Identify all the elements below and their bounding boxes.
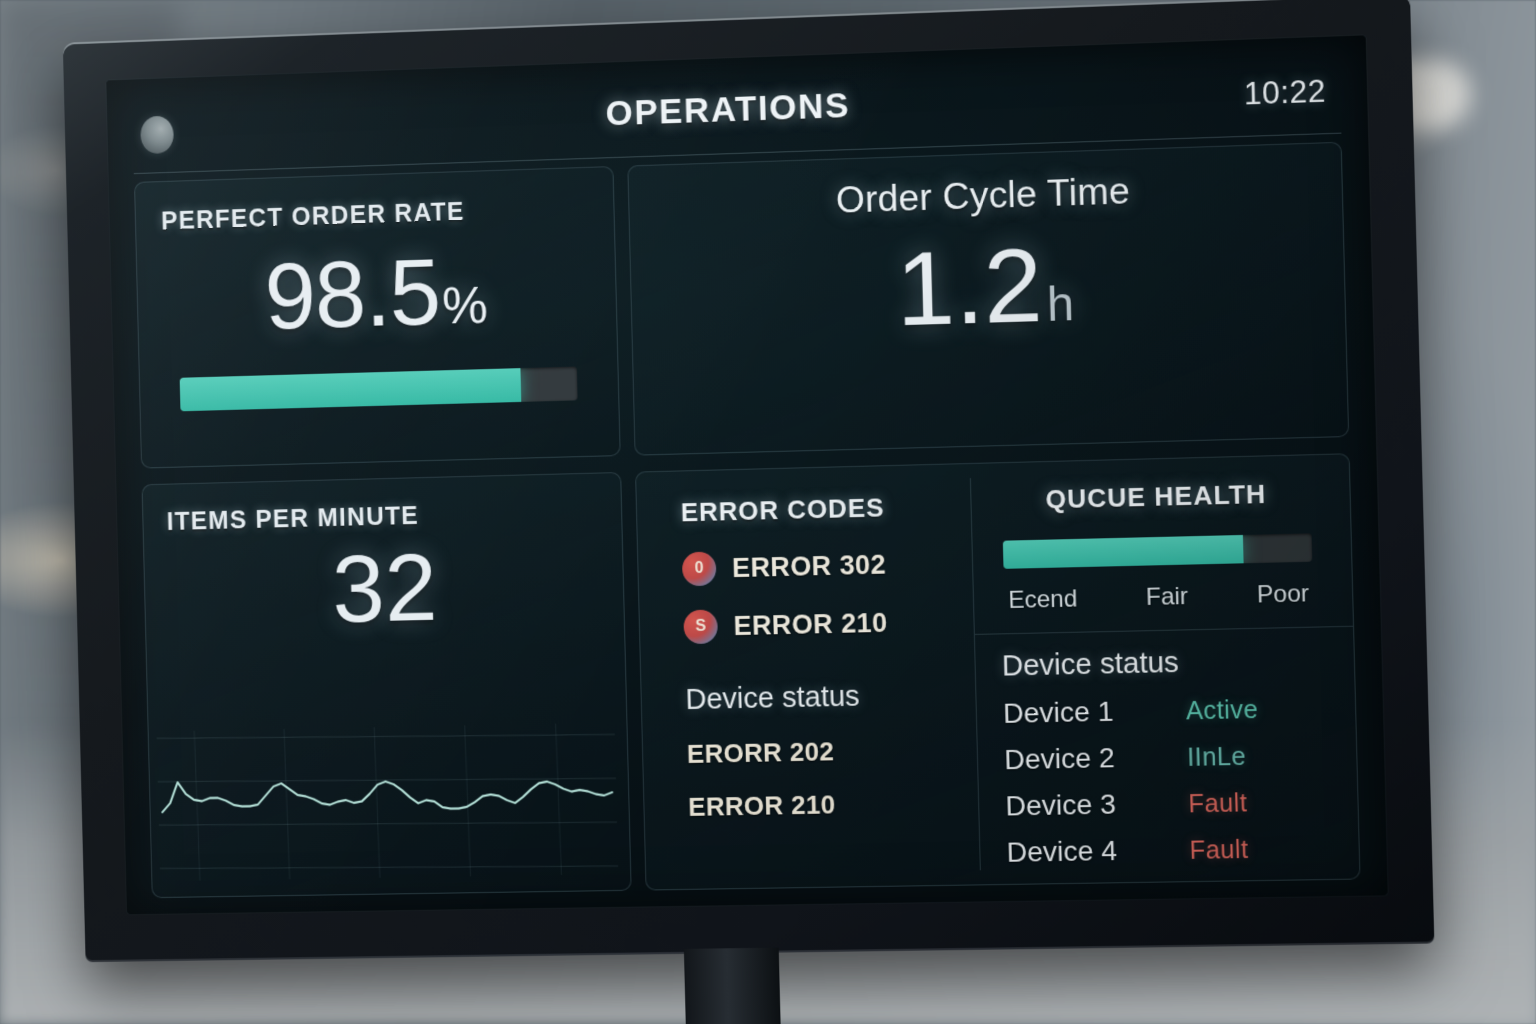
- device-status-badge: Fault: [1188, 789, 1248, 819]
- device-status-title: Device status: [1001, 646, 1180, 683]
- card-items-per-minute[interactable]: ITEMS PER MINUTE 32: [141, 471, 632, 899]
- queue-health-title: QUCUE HEALTH: [1045, 478, 1267, 515]
- device-status-badge: Fault: [1189, 835, 1249, 865]
- error-device-status-title: Device status: [685, 680, 861, 717]
- dashboard-grid: PERFECT ORDER RATE 98.5% Order Cycle Tim…: [133, 141, 1361, 899]
- device-name: Device 2: [1003, 741, 1116, 776]
- device-row[interactable]: Device 2 IInLe: [1004, 738, 1318, 776]
- order-cycle-time-value: 1.2h: [895, 227, 1075, 348]
- order-cycle-time-number: 1.2: [894, 227, 1044, 349]
- queue-health-gauge-block: QUCUE HEALTH Ecend Fair Poor: [970, 454, 1354, 635]
- clock-display: 10:22: [1243, 73, 1327, 112]
- sparkline-svg: [154, 712, 620, 889]
- perfect-order-rate-unit: %: [441, 276, 488, 336]
- queue-health-fill: [1002, 534, 1244, 569]
- error-codes-title: ERROR CODES: [680, 492, 885, 528]
- order-cycle-time-title: Order Cycle Time: [835, 170, 1131, 221]
- perfect-order-rate-number: 98.5: [263, 239, 442, 349]
- device-error-label: ERROR 210: [687, 789, 836, 822]
- device-status-badge: IInLe: [1186, 742, 1247, 772]
- device-error-label: ERORR 202: [686, 736, 835, 770]
- queue-legend-poor: Poor: [1256, 580, 1310, 609]
- items-per-minute-value: 32: [330, 534, 439, 643]
- perfect-order-rate-label: PERFECT ORDER RATE: [160, 197, 465, 236]
- items-per-minute-sparkline: [154, 712, 620, 889]
- queue-health-legend: Ecend Fair Poor: [1004, 580, 1313, 615]
- queue-legend-good: Ecend: [1008, 585, 1078, 615]
- device-row[interactable]: Device 3 Fault: [1005, 785, 1319, 823]
- device-name: Device 1: [1002, 695, 1115, 729]
- error-codes-section: ERROR CODES 0 ERROR 302 S ERROR 210 Devi…: [636, 464, 981, 890]
- order-cycle-time-unit: h: [1046, 277, 1075, 332]
- error-badge-icon: S: [683, 609, 719, 645]
- perfect-order-rate-progress-fill: [179, 368, 522, 412]
- monitor-stand: [683, 947, 782, 1024]
- error-badge-icon: 0: [681, 551, 717, 587]
- items-per-minute-label: ITEMS PER MINUTE: [166, 502, 420, 536]
- device-status-list: Device status Device 1 Active Device 2 I…: [975, 627, 1359, 880]
- circle-logo-icon: [140, 115, 175, 155]
- card-order-cycle-time[interactable]: Order Cycle Time 1.2h: [627, 141, 1350, 456]
- device-row[interactable]: Device 4 Fault: [1006, 831, 1320, 868]
- wall-monitor: OPERATIONS 10:22 PERFECT ORDER RATE 98.5…: [62, 0, 1435, 1024]
- device-status-badge: Active: [1185, 695, 1259, 726]
- dashboard-screen: OPERATIONS 10:22 PERFECT ORDER RATE 98.5…: [106, 35, 1388, 915]
- page-title: OPERATIONS: [605, 85, 851, 134]
- queue-health-section: QUCUE HEALTH Ecend Fair Poor Devic: [970, 454, 1360, 884]
- device-name: Device 4: [1006, 834, 1118, 868]
- device-row[interactable]: Device 1 Active: [1003, 692, 1317, 730]
- queue-legend-fair: Fair: [1145, 582, 1189, 612]
- error-code-label: ERROR 302: [731, 548, 887, 583]
- perfect-order-rate-progress-track: [179, 366, 578, 412]
- error-code-label: ERROR 210: [733, 607, 888, 641]
- queue-health-track: [1002, 533, 1313, 569]
- device-name: Device 3: [1005, 788, 1117, 822]
- card-perfect-order-rate[interactable]: PERFECT ORDER RATE 98.5%: [133, 166, 621, 469]
- card-errors-and-queue: ERROR CODES 0 ERROR 302 S ERROR 210 Devi…: [635, 453, 1361, 891]
- error-code-row[interactable]: 0 ERROR 302: [681, 545, 974, 587]
- perfect-order-rate-value: 98.5%: [162, 239, 591, 349]
- error-code-row[interactable]: S ERROR 210: [683, 604, 975, 645]
